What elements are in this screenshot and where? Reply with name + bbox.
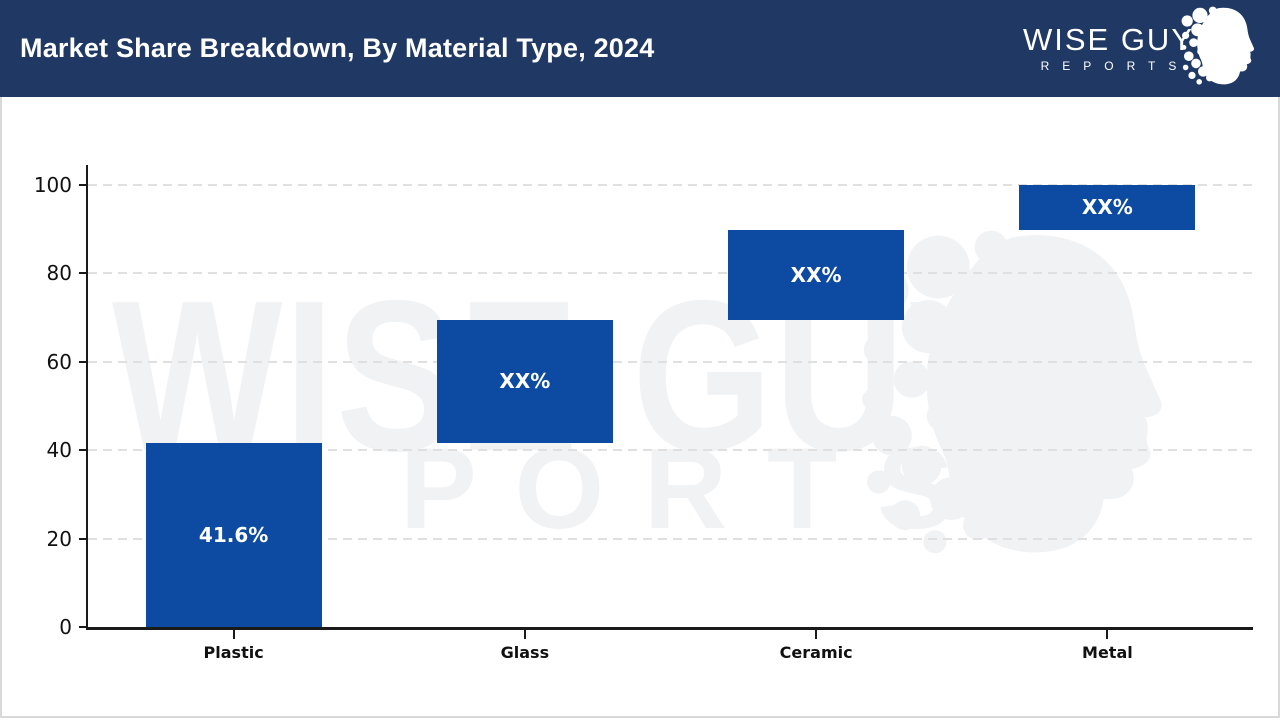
category-label-ceramic: Ceramic — [779, 643, 853, 662]
y-tick-40 — [79, 449, 88, 451]
category-label-plastic: Plastic — [203, 643, 264, 662]
bar-plastic: 41.6% — [145, 442, 322, 627]
gridline-40 — [88, 449, 1253, 451]
x-tick-ceramic — [815, 630, 818, 639]
y-tick-60 — [79, 360, 88, 363]
y-tick-80 — [79, 272, 88, 274]
gridline-60 — [88, 360, 1253, 363]
y-tick-label-80: 80 — [46, 261, 72, 285]
y-tick-label-40: 40 — [46, 438, 72, 462]
category-label-metal: Metal — [1082, 643, 1133, 662]
plot-area: 0 20 40 60 80 100 41.6% Plastic XX% Glass XX% Ceram… — [34, 165, 1253, 662]
bar-glass: XX% — [436, 319, 613, 443]
header: Market Share Breakdown, By Material Type… — [0, 0, 1280, 97]
y-tick-label-20: 20 — [46, 526, 72, 551]
brand-head-icon — [1181, 6, 1254, 85]
brand-subtitle: REPORTS — [1040, 59, 1190, 73]
y-tick-label-100: 100 — [33, 172, 72, 197]
x-tick-metal — [1106, 630, 1109, 639]
bar-value-label: XX% — [1081, 195, 1133, 220]
y-tick-100 — [79, 183, 88, 186]
bar-value-label: XX% — [790, 262, 842, 287]
bar-value-label: 41.6% — [198, 522, 269, 547]
bar-ceramic: XX% — [728, 230, 905, 320]
bar-metal: XX% — [1019, 184, 1196, 231]
gridline-80 — [88, 272, 1253, 274]
y-tick-20 — [79, 537, 88, 540]
y-tick-0 — [79, 626, 88, 628]
y-tick-label-0: 0 — [59, 615, 72, 639]
brand-name: WISE GUY — [1022, 22, 1194, 57]
brand-logo-text: WISE GUY REPORTS — [1023, 24, 1194, 73]
x-tick-glass — [523, 630, 526, 639]
gridline-100 — [88, 183, 1253, 186]
gridline-20 — [88, 537, 1253, 540]
bar-value-label: XX% — [499, 369, 551, 394]
brand-logo: WISE GUY REPORTS — [1023, 5, 1262, 93]
x-tick-plastic — [232, 630, 235, 639]
category-label-glass: Glass — [500, 643, 550, 662]
y-tick-label-60: 60 — [46, 349, 72, 374]
watermark-head-icon — [862, 230, 1162, 554]
page-title: Market Share Breakdown, By Material Type… — [20, 33, 655, 63]
